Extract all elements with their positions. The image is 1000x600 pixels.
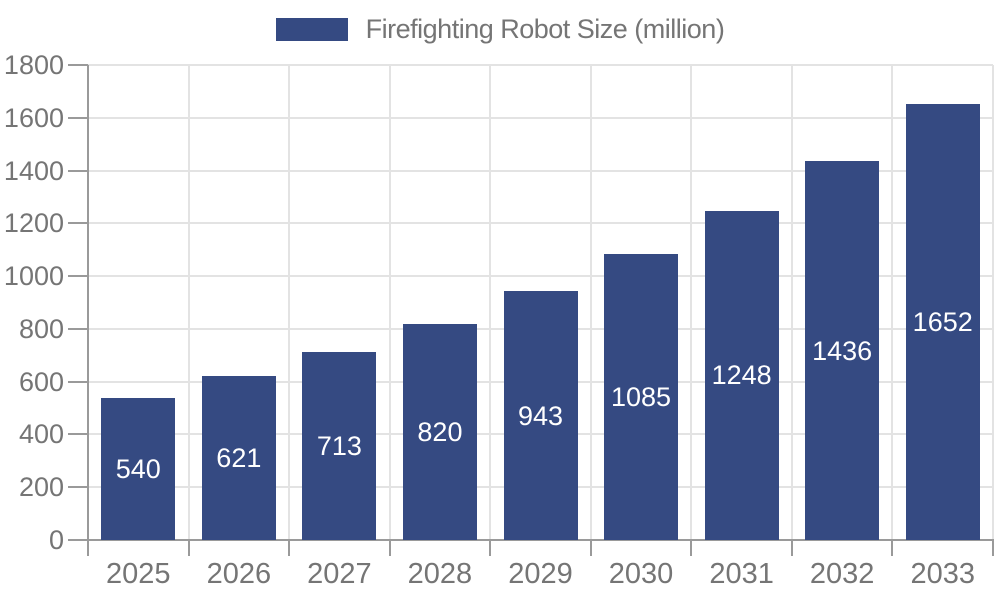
bar-value-label: 621: [216, 443, 262, 474]
y-axis-tick: [68, 539, 88, 541]
bar-value-label: 1652: [912, 307, 973, 338]
bar: 943: [503, 291, 578, 540]
y-tick-label: 1400: [3, 155, 64, 186]
bar: 1652: [905, 104, 980, 540]
legend[interactable]: Firefighting Robot Size (million): [0, 14, 1000, 45]
bar-value-label: 1248: [711, 360, 772, 391]
bar: 1248: [704, 210, 779, 540]
gridline-horizontal: [88, 116, 993, 119]
legend-swatch: [275, 18, 348, 41]
gridline-vertical: [288, 65, 291, 540]
bar-value-label: 1085: [611, 381, 672, 412]
bar: 1436: [805, 161, 880, 540]
bar-value-label: 820: [417, 416, 463, 447]
x-axis-tick: [891, 540, 894, 556]
x-axis-tick: [690, 540, 693, 556]
y-axis-tick: [68, 380, 88, 383]
bar: 1085: [604, 253, 679, 540]
gridline-vertical: [489, 65, 492, 540]
y-tick-label: 1000: [3, 261, 64, 292]
x-tick-label: 2031: [709, 558, 774, 590]
bar: 820: [402, 323, 477, 540]
y-axis-tick: [68, 327, 88, 330]
gridline-horizontal: [88, 222, 993, 225]
gridline-vertical: [187, 65, 190, 540]
y-tick-label: 600: [18, 366, 64, 397]
x-axis-tick: [288, 540, 291, 556]
gridline-vertical: [589, 65, 592, 540]
bar: 540: [101, 397, 176, 540]
y-tick-label: 400: [18, 419, 64, 450]
x-axis-tick: [187, 540, 190, 556]
y-axis-tick: [68, 64, 88, 66]
legend-label: Firefighting Robot Size (million): [365, 14, 725, 44]
x-axis-tick: [388, 540, 391, 556]
bar: 621: [201, 376, 276, 540]
y-axis-line: [87, 65, 89, 540]
y-axis-tick: [68, 275, 88, 278]
x-tick-label: 2025: [106, 558, 171, 590]
gridline-vertical: [891, 65, 894, 540]
y-axis-tick: [68, 486, 88, 489]
x-tick-label: 2033: [910, 558, 975, 590]
bar-value-label: 943: [517, 400, 564, 431]
gridline-horizontal: [88, 169, 993, 172]
bar-value-label: 1436: [812, 335, 873, 366]
gridline-vertical: [388, 65, 391, 540]
x-axis-tick: [790, 540, 793, 556]
x-axis-tick: [589, 540, 592, 556]
x-axis-line: [87, 539, 994, 541]
gridline-vertical: [992, 65, 994, 540]
x-axis-tick: [489, 540, 492, 556]
y-axis-tick: [68, 116, 88, 119]
x-axis-tick: [992, 540, 994, 556]
y-tick-label: 200: [18, 472, 64, 503]
y-tick-label: 1800: [3, 50, 64, 80]
x-tick-label: 2027: [307, 558, 372, 590]
x-tick-label: 2032: [809, 558, 875, 590]
y-axis-tick: [68, 169, 88, 172]
x-axis-tick: [87, 540, 89, 556]
gridline-vertical: [790, 65, 793, 540]
gridline-vertical: [690, 65, 693, 540]
x-tick-label: 2030: [608, 558, 674, 590]
x-tick-label: 2029: [508, 558, 573, 590]
y-tick-label: 1200: [3, 208, 64, 239]
y-tick-label: 800: [18, 313, 64, 344]
gridline-horizontal: [88, 275, 993, 278]
y-axis-tick: [68, 433, 88, 436]
y-tick-label: 0: [48, 525, 64, 555]
bar-value-label: 540: [115, 453, 161, 484]
y-tick-label: 1600: [3, 102, 64, 133]
bar-value-label: 713: [316, 430, 362, 461]
bar: 713: [302, 351, 377, 540]
y-axis-tick: [68, 222, 88, 225]
gridline-horizontal: [88, 64, 993, 66]
x-tick-label: 2026: [206, 558, 272, 590]
x-tick-label: 2028: [407, 558, 473, 590]
